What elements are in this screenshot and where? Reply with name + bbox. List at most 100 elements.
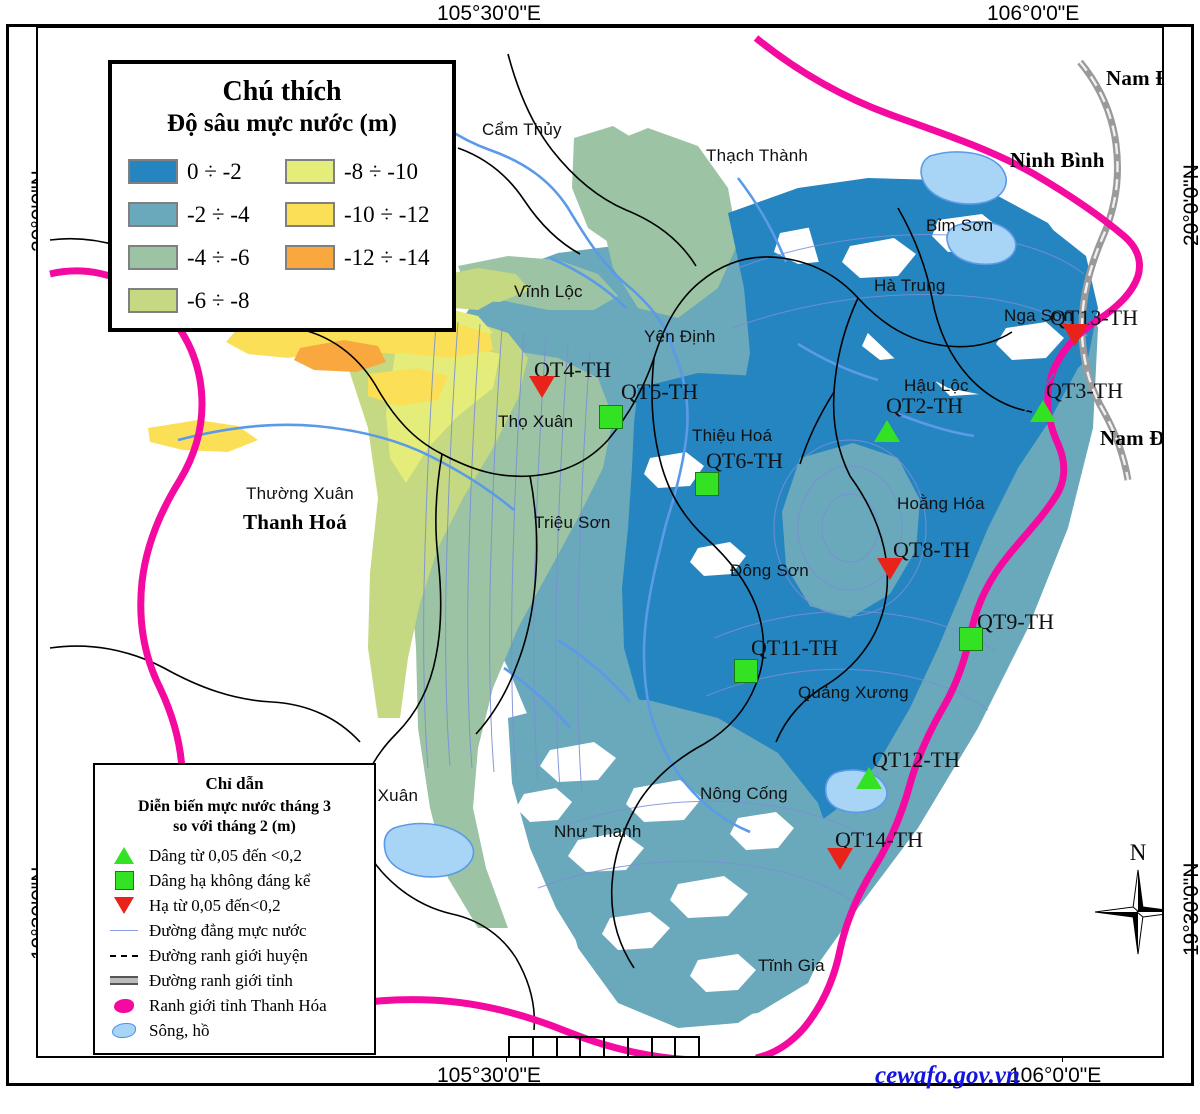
indicator-legend-label: Dâng từ 0,05 đến <0,2 [149, 845, 302, 865]
scale-bar: 03.5714Km [508, 1036, 700, 1056]
place-label: Nam Định [1100, 426, 1164, 450]
scale-tick [674, 1036, 677, 1056]
depth-void [602, 912, 670, 950]
well-marker-fall [827, 848, 853, 870]
depth-legend-swatch [128, 288, 178, 313]
well-code-label: QT6-TH [706, 448, 783, 473]
place-label: Thanh Hoá [243, 510, 347, 534]
depth-legend-item: -12 ÷ -14 [285, 236, 436, 279]
site-watermark: cewafo.gov.vn [875, 1062, 1020, 1089]
place-label: Hậu Lộc [904, 376, 969, 395]
green-square-icon [109, 870, 139, 892]
place-label: Nông Cống [700, 784, 788, 803]
coord-top-right: 106°0'0"E [987, 2, 1080, 25]
isoline-icon [109, 920, 139, 942]
depth-legend-label: -4 ÷ -6 [187, 244, 250, 270]
depth-zone--10--12 [368, 368, 448, 406]
well-marker-stable [959, 627, 983, 651]
place-label: Cẩm Thủy [482, 120, 562, 139]
depth-legend-item: -10 ÷ -12 [285, 193, 436, 236]
well-marker-rise [874, 420, 900, 442]
depth-zone--4--6-arm [572, 126, 656, 246]
place-label: Hoằng Hóa [897, 494, 985, 513]
depth-legend-items: 0 ÷ -2 -8 ÷ -10 -2 ÷ -4 -10 ÷ -12 -4 ÷ -6 -12… [112, 150, 452, 322]
indicator-legend-title: Chỉ dẫn [205, 774, 264, 793]
depth-void [730, 812, 794, 850]
indicator-legend-item: Ranh giới tỉnh Thanh Hóa [109, 993, 374, 1018]
scale-tick [650, 1036, 653, 1056]
depth-legend-swatch [128, 245, 178, 270]
indicator-legend-box: Chỉ dẫn Diễn biến mực nước tháng 3 so vớ… [93, 763, 376, 1055]
indicator-legend-label: Sông, hồ [149, 1020, 210, 1040]
indicator-legend-item: Đường ranh giới tỉnh [109, 968, 374, 993]
place-label: Tĩnh Gia [758, 956, 825, 975]
depth-void [626, 780, 702, 822]
depth-void [842, 238, 916, 278]
place-label: Yên Định [644, 327, 716, 346]
depth-legend-label: -10 ÷ -12 [344, 201, 430, 227]
scale-tick [579, 1036, 582, 1056]
well-marker-fall [877, 558, 903, 580]
depth-legend-item: -2 ÷ -4 [128, 193, 279, 236]
well-marker-fall [1062, 324, 1088, 346]
red-down-triangle-icon [109, 895, 139, 917]
province-boundary [1077, 59, 1132, 481]
depth-legend-item: -8 ÷ -10 [285, 150, 436, 193]
green-up-triangle-icon [109, 845, 139, 867]
well-marker-stable [599, 405, 623, 429]
thanhhoa-province-boundary [753, 35, 1143, 1056]
depth-zone--6--8 [338, 316, 528, 718]
depth-legend-label: 0 ÷ -2 [187, 158, 242, 184]
place-label: Ninh Bình [1010, 148, 1105, 172]
place-label: Vĩnh Lộc [514, 282, 583, 301]
coord-bottom-left: 105°30'0"E [437, 1064, 541, 1087]
place-label: Hà Trung [874, 276, 946, 295]
indicator-legend-label: Hạ từ 0,05 đến<0,2 [149, 895, 281, 915]
well-marker-stable [695, 472, 719, 496]
indicator-legend-subtitle: Diễn biến mực nước tháng 3 so với tháng … [95, 797, 374, 836]
scale-tick [555, 1036, 558, 1056]
well-code-label: QT3-TH [1046, 378, 1123, 403]
place-label: Thường Xuân [246, 484, 354, 503]
indicator-legend-item: Sông, hồ [109, 1018, 374, 1043]
place-label: Quảng Xương [798, 683, 909, 702]
scale-tick [603, 1036, 605, 1056]
place-label: Triệu Sơn [534, 513, 611, 532]
well-code-label: QT12-TH [872, 747, 960, 772]
coord-top-left: 105°30'0"E [437, 2, 541, 25]
indicator-legend-subtitle-line2: so với tháng 2 (m) [173, 817, 296, 835]
indicator-legend-label: Đường đẳng mực nước [149, 920, 307, 940]
district-boundary-icon [109, 945, 139, 967]
compass-north-label: N [1129, 840, 1147, 865]
depth-legend-box: Chú thích Độ sâu mực nước (m) 0 ÷ -2 -8 ÷… [108, 60, 456, 332]
well-code-label: QT11-TH [751, 635, 839, 660]
isoline-group [773, 439, 927, 617]
place-label: Nam Định [1106, 66, 1162, 90]
depth-legend-swatch [128, 159, 178, 184]
river-lake-icon [109, 1020, 139, 1042]
indicator-legend-label: Ranh giới tỉnh Thanh Hóa [149, 995, 327, 1015]
depth-legend-subtitle: Độ sâu mực nước (m) [167, 110, 397, 137]
indicator-legend-label: Đường ranh giới huyện [149, 945, 308, 965]
place-label: Bỉm Sơn [926, 216, 994, 235]
depth-legend-item: -6 ÷ -8 [128, 279, 279, 322]
compass-rose: N [1093, 840, 1162, 960]
map-neatline-outer [6, 24, 1194, 1086]
depth-void [690, 542, 746, 576]
well-marker-rise [1030, 400, 1056, 422]
depth-legend-swatch [128, 202, 178, 227]
coord-bottom-right: 106°0'0"E [1009, 1064, 1102, 1087]
scale-tick [698, 1036, 700, 1056]
place-label: Thạch Thành [706, 146, 809, 165]
place-label: Như Thanh [554, 822, 642, 841]
depth-void [516, 788, 572, 822]
indicator-legend-label: Dâng hạ không đáng kể [149, 870, 311, 890]
well-code-label: QT14-TH [835, 827, 923, 852]
depth-legend-item: 0 ÷ -2 [128, 150, 279, 193]
well-code-label: QT8-TH [893, 537, 970, 562]
place-label: Thọ Xuân [498, 412, 574, 431]
scale-tick [626, 1036, 629, 1056]
indicator-legend-item: Đường đẳng mực nước [109, 918, 374, 943]
depth-legend-item: -4 ÷ -6 [128, 236, 279, 279]
